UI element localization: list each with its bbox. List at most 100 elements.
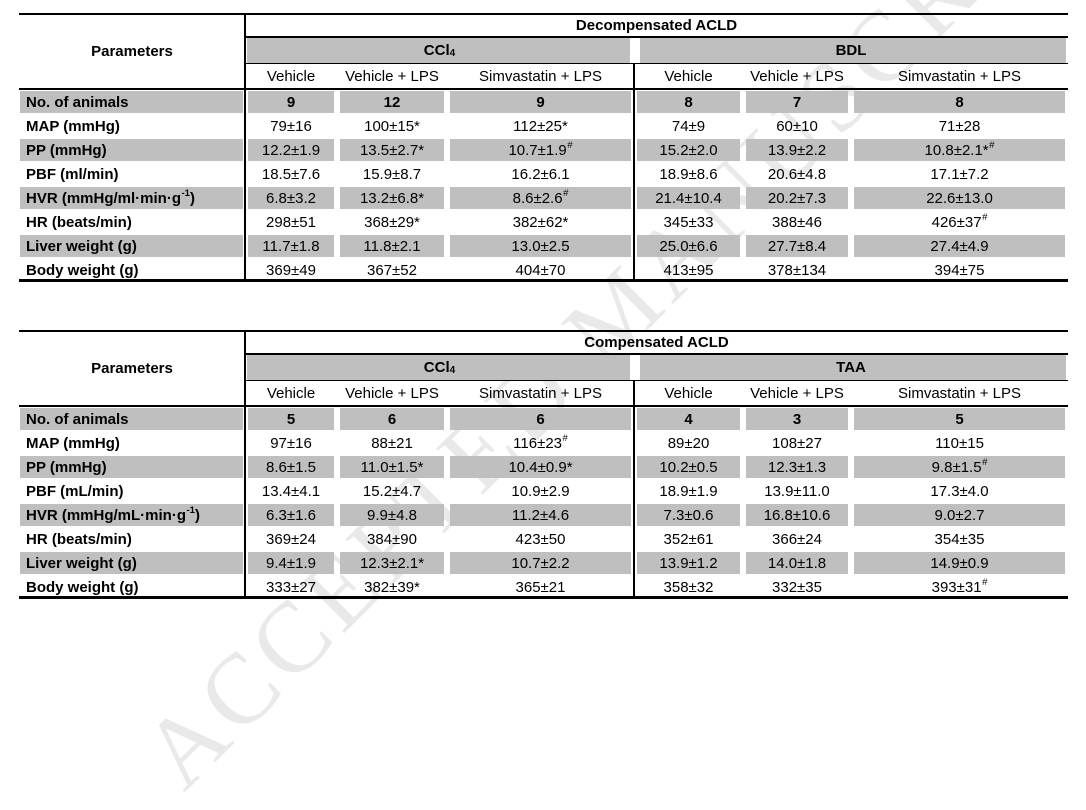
row-band [340, 187, 444, 209]
row-band [248, 187, 334, 209]
parameters-header: Parameters [91, 360, 173, 377]
row-label: Body weight (g) [26, 261, 139, 279]
column-header: Simvastatin + LPS [479, 67, 602, 85]
row-band [248, 456, 334, 478]
row-band [637, 91, 740, 113]
table-cell: 366±24 [772, 530, 822, 548]
table-cell: 7 [792, 93, 802, 111]
table-cell: 354±35 [934, 530, 985, 548]
parameters-column-divider [244, 13, 246, 282]
row-label: MAP (mmHg) [26, 117, 120, 135]
row-band [854, 139, 1065, 161]
row-label: PBF (mL/min) [26, 482, 124, 500]
group-label: CCl 4 [423, 359, 456, 376]
table-border-top [19, 13, 1068, 15]
table-border-bottom [19, 279, 1068, 282]
table-border-under-title [245, 36, 1068, 38]
row-band [450, 504, 631, 526]
group-band [247, 38, 630, 63]
table-cell: 11.7±1.8 [262, 237, 320, 255]
table-cell: 10.2±0.5 [659, 458, 718, 476]
table-cell: 110±15 [935, 434, 984, 452]
row-label: MAP (mmHg) [26, 434, 120, 452]
table-cell: 9 [536, 93, 545, 111]
row-band [248, 139, 334, 161]
row-band [637, 139, 740, 161]
row-band [637, 235, 740, 257]
table-cell: 332±35 [772, 578, 822, 596]
table-cell: 13.5±2.7* [359, 141, 425, 159]
row-band [746, 91, 848, 113]
table-cell: 14.9±0.9 [930, 554, 989, 572]
row-band [20, 91, 243, 113]
row-band [746, 235, 848, 257]
column-header: Vehicle [664, 67, 713, 85]
table-border-under-groups [245, 380, 1068, 381]
row-band [340, 235, 444, 257]
row-band [248, 552, 334, 574]
row-band [248, 235, 334, 257]
table-cell: 9.4±1.9 [266, 554, 316, 572]
table-cell: 60±10 [776, 117, 818, 135]
row-band [248, 408, 334, 430]
row-band [340, 408, 444, 430]
row-band [20, 187, 243, 209]
column-header: Vehicle + LPS [345, 384, 439, 402]
table-cell: 369±24 [266, 530, 316, 548]
row-band [854, 187, 1065, 209]
table-cell: 21.4±10.4 [655, 189, 722, 207]
row-label: Liver weight (g) [26, 554, 137, 572]
row-band [746, 552, 848, 574]
row-band [340, 456, 444, 478]
table-cell: 9 [286, 93, 296, 111]
table-cell: 9.9±4.8 [367, 506, 417, 524]
table-cell: 368±29* [364, 213, 420, 231]
row-band [450, 139, 631, 161]
table-border-under-groups [245, 63, 1068, 64]
row-band [746, 187, 848, 209]
row-band [746, 456, 848, 478]
table-cell: 15.2±2.0 [659, 141, 718, 159]
row-band [340, 91, 444, 113]
row-label: No. of animals [26, 410, 129, 428]
table-border-bottom [19, 596, 1068, 599]
row-band [746, 504, 848, 526]
row-band [20, 139, 243, 161]
row-band [854, 408, 1065, 430]
parameters-header: Parameters [91, 43, 173, 60]
row-band [637, 552, 740, 574]
table-cell: 10.7±1.9 # [508, 140, 573, 159]
table-cell: 7.3±0.6 [663, 506, 714, 524]
table-cell: 16.2±6.1 [511, 165, 570, 183]
group-label: CCl 4 [423, 42, 456, 59]
table-cell: 13.9±1.2 [659, 554, 718, 572]
table-cell: 18.9±1.9 [659, 482, 718, 500]
group-label: TAA [836, 359, 866, 376]
table-border-top [19, 330, 1068, 332]
table-cell: 333±27 [266, 578, 316, 596]
group-column-divider [633, 381, 635, 599]
row-label: Liver weight (g) [26, 237, 137, 255]
row-label: PP (mmHg) [26, 458, 107, 476]
row-band [637, 504, 740, 526]
column-header: Vehicle + LPS [750, 67, 844, 85]
column-header: Simvastatin + LPS [898, 384, 1021, 402]
table-cell: 25.0±6.6 [659, 237, 718, 255]
compensated-acld-table: Compensated ACLD Parameters CCl 4 TAA Vehicle… [19, 330, 1068, 599]
table-cell: 10.4±0.9* [508, 458, 573, 476]
table-cell: 9.8±1.5 # [931, 457, 988, 476]
row-band [637, 408, 740, 430]
table-cell: 5 [955, 410, 964, 428]
row-band [450, 456, 631, 478]
table-cell: 6 [536, 410, 545, 428]
table-cell: 13.2±6.8* [359, 189, 425, 207]
table-cell: 382±62* [512, 213, 569, 231]
table-cell: 14.0±1.8 [767, 554, 827, 572]
table-cell: 4 [684, 410, 693, 428]
table-cell: 8.6±1.5 [266, 458, 316, 476]
table-cell: 384±90 [367, 530, 417, 548]
row-label: HVR (mmHg/ml·min·g -1) [26, 188, 195, 207]
row-label: HR (beats/min) [26, 213, 132, 231]
table-cell: 74±9 [671, 117, 706, 135]
row-band [450, 408, 631, 430]
